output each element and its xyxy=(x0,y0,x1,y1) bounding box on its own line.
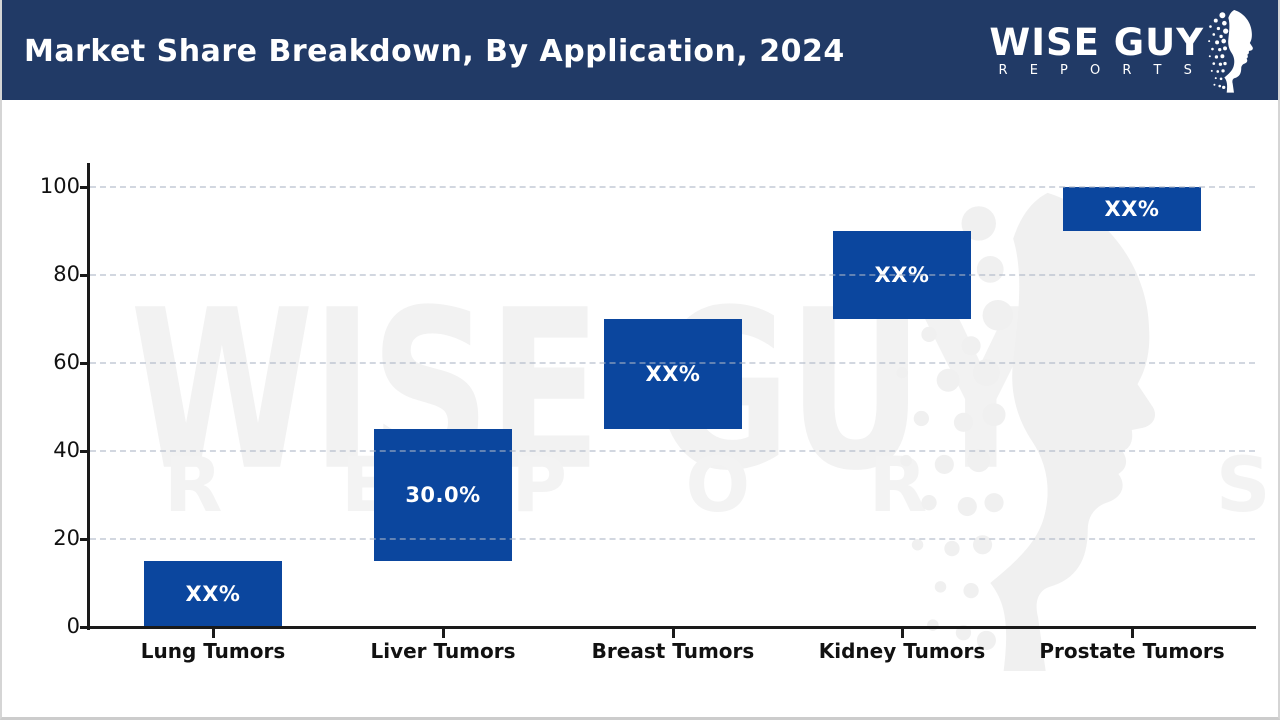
bar-value-label: XX% xyxy=(1104,197,1160,221)
bar-prostate-tumors: XX% xyxy=(1063,187,1201,231)
category-label-1: Liver Tumors xyxy=(370,639,516,663)
x-tickmark-0 xyxy=(211,629,215,638)
category-label-3: Kidney Tumors xyxy=(818,639,986,663)
y-tick-label-100: 100 xyxy=(39,174,80,198)
y-tickmark-40 xyxy=(80,450,90,453)
y-tickmark-20 xyxy=(80,538,90,541)
gridline-40 xyxy=(90,450,1255,452)
brand-subname: R E P O R T S xyxy=(998,63,1201,79)
brand-name: WISE GUY xyxy=(989,20,1204,64)
chart-title: Market Share Breakdown, By Application, … xyxy=(24,34,845,69)
x-axis-spine xyxy=(87,626,1256,629)
brand-logo: WISE GUY R E P O R T S xyxy=(989,8,1268,94)
x-tickmark-2 xyxy=(671,629,675,638)
x-tickmark-4 xyxy=(1130,629,1134,638)
y-tick-label-20: 20 xyxy=(53,526,80,550)
bar-value-label: 30.0% xyxy=(405,483,481,507)
bar-breast-tumors: XX% xyxy=(604,319,742,429)
y-tickmark-60 xyxy=(80,362,90,365)
gridline-20 xyxy=(90,538,1255,540)
bar-value-label: XX% xyxy=(645,362,701,386)
y-tick-label-40: 40 xyxy=(53,438,80,462)
y-tick-label-0: 0 xyxy=(66,614,80,638)
x-tickmark-3 xyxy=(900,629,904,638)
y-tick-label-60: 60 xyxy=(53,350,80,374)
bar-liver-tumors: 30.0% xyxy=(374,429,512,561)
category-label-2: Breast Tumors xyxy=(591,639,755,663)
bar-value-label: XX% xyxy=(185,582,241,606)
bar-lung-tumors: XX% xyxy=(144,561,282,627)
y-axis-spine xyxy=(87,163,90,630)
gridline-60 xyxy=(90,362,1255,364)
y-tickmark-100 xyxy=(80,186,90,189)
x-tickmark-1 xyxy=(441,629,445,638)
category-label-4: Prostate Tumors xyxy=(1039,639,1225,663)
gridline-80 xyxy=(90,274,1255,276)
gridline-100 xyxy=(90,186,1255,188)
y-tickmark-80 xyxy=(80,274,90,277)
header-band: Market Share Breakdown, By Application, … xyxy=(2,0,1278,100)
category-label-0: Lung Tumors xyxy=(140,639,286,663)
y-tick-label-80: 80 xyxy=(53,262,80,286)
y-tickmark-0 xyxy=(80,626,90,629)
brand-logo-text: WISE GUY R E P O R T S xyxy=(989,20,1204,79)
